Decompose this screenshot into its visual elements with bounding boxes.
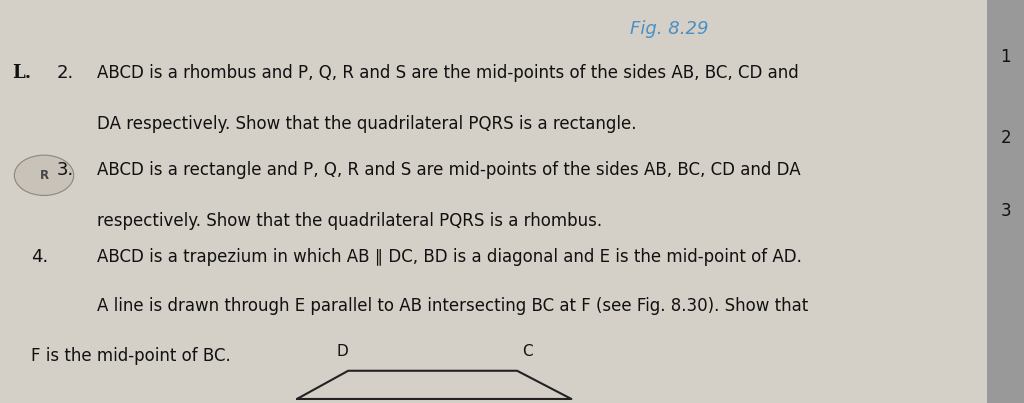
Text: ABCD is a rhombus and P, Q, R and S are the mid-points of the sides AB, BC, CD a: ABCD is a rhombus and P, Q, R and S are … xyxy=(97,64,799,83)
Text: 2: 2 xyxy=(1000,129,1011,147)
Bar xyxy=(987,0,1024,403)
Text: L.: L. xyxy=(12,64,32,83)
Text: ABCD is a rectangle and P, Q, R and S are mid-points of the sides AB, BC, CD and: ABCD is a rectangle and P, Q, R and S ar… xyxy=(97,161,801,179)
Ellipse shape xyxy=(14,155,74,195)
Text: DA respectively. Show that the quadrilateral PQRS is a rectangle.: DA respectively. Show that the quadrilat… xyxy=(97,115,637,133)
Text: C: C xyxy=(522,345,532,359)
Text: Fig. 8.29: Fig. 8.29 xyxy=(630,20,709,38)
Text: F is the mid-point of BC.: F is the mid-point of BC. xyxy=(31,347,230,365)
Text: 4.: 4. xyxy=(31,248,48,266)
Text: 3: 3 xyxy=(1000,202,1011,220)
Text: ABCD is a trapezium in which AB ∥ DC, BD is a diagonal and E is the mid-point of: ABCD is a trapezium in which AB ∥ DC, BD… xyxy=(97,248,802,266)
Text: D: D xyxy=(336,345,348,359)
Text: respectively. Show that the quadrilateral PQRS is a rhombus.: respectively. Show that the quadrilatera… xyxy=(97,212,602,230)
Text: 1: 1 xyxy=(1000,48,1011,66)
Text: R: R xyxy=(40,169,48,182)
Text: 2.: 2. xyxy=(56,64,74,83)
Text: A line is drawn through E parallel to AB intersecting BC at F (see Fig. 8.30). S: A line is drawn through E parallel to AB… xyxy=(97,297,809,316)
Text: 3.: 3. xyxy=(56,161,74,179)
